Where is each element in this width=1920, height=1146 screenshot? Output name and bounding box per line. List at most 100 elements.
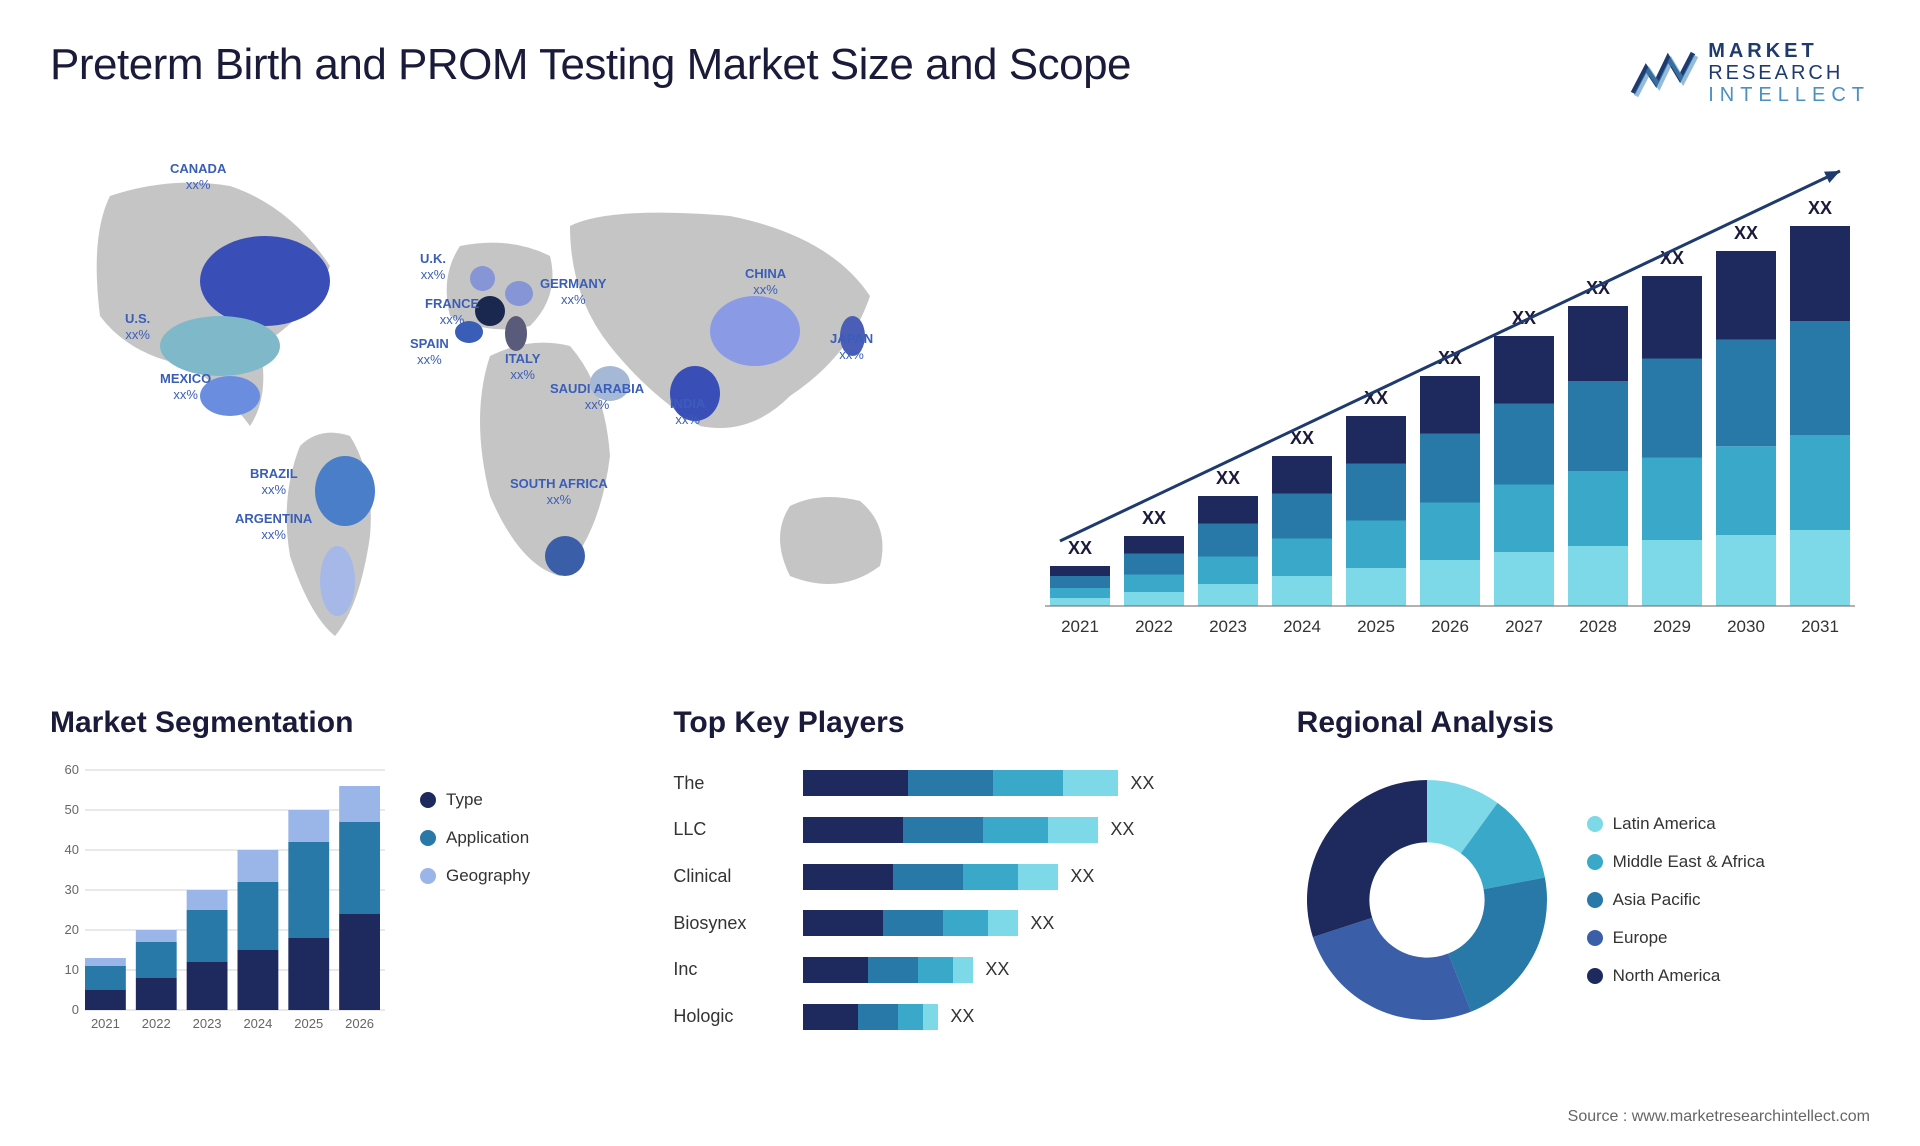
svg-text:2025: 2025	[294, 1016, 323, 1031]
player-bar	[803, 817, 1098, 843]
legend-dot-icon	[420, 868, 436, 884]
map-label-mexico: MEXICOxx%	[160, 371, 211, 402]
logo-text: MARKET RESEARCH INTELLECT	[1708, 40, 1870, 106]
regional-legend-item: North America	[1587, 966, 1765, 986]
header: Preterm Birth and PROM Testing Market Si…	[50, 40, 1870, 106]
svg-text:20: 20	[65, 922, 79, 937]
main-row: CANADAxx%U.S.xx%MEXICOxx%BRAZILxx%ARGENT…	[50, 136, 1870, 656]
segmentation-svg: 0102030405060202120222023202420252026	[50, 760, 390, 1040]
seg-legend-geography: Geography	[420, 866, 530, 886]
players-chart: TheLLCClinicalBiosynexIncHologic XXXXXXX…	[673, 760, 1246, 1040]
growth-chart: XX2021XX2022XX2023XX2024XX2025XX2026XX20…	[1030, 136, 1870, 656]
map-label-u-s-: U.S.xx%	[125, 311, 150, 342]
regional-legend-item: Asia Pacific	[1587, 890, 1765, 910]
player-bars: XX XX XX XX XX XX	[803, 760, 1246, 1040]
regional-title: Regional Analysis	[1297, 706, 1870, 740]
segmentation-legend: Type Application Geography	[420, 760, 530, 1040]
svg-text:2026: 2026	[345, 1016, 374, 1031]
growth-chart-svg: XX2021XX2022XX2023XX2024XX2025XX2026XX20…	[1030, 136, 1870, 656]
regional-legend-item: Europe	[1587, 928, 1765, 948]
player-bar	[803, 770, 1118, 796]
logo-line-1: MARKET	[1708, 40, 1870, 62]
player-value: XX	[1130, 773, 1154, 794]
player-value: XX	[985, 959, 1009, 980]
player-bar	[803, 957, 973, 983]
legend-dot-icon	[1587, 816, 1603, 832]
player-name: Clinical	[673, 866, 783, 887]
svg-text:2027: 2027	[1505, 617, 1543, 636]
legend-dot-icon	[1587, 892, 1603, 908]
player-bar-segment	[803, 910, 883, 936]
logo-icon	[1628, 48, 1698, 98]
player-bar-segment	[803, 817, 903, 843]
svg-text:2026: 2026	[1431, 617, 1469, 636]
player-bar-segment	[903, 817, 983, 843]
player-value: XX	[1070, 866, 1094, 887]
regional-legend: Latin AmericaMiddle East & AfricaAsia Pa…	[1587, 814, 1765, 986]
player-bar-segment	[898, 1004, 923, 1030]
player-bar-segment	[803, 864, 893, 890]
player-row: XX	[803, 864, 1246, 890]
player-bar-segment	[858, 1004, 898, 1030]
regional-chart: Latin AmericaMiddle East & AfricaAsia Pa…	[1297, 760, 1870, 1040]
player-row: XX	[803, 1004, 1246, 1030]
player-row: XX	[803, 910, 1246, 936]
segmentation-title: Market Segmentation	[50, 706, 623, 740]
map-label-france: FRANCExx%	[425, 296, 479, 327]
segmentation-panel: Market Segmentation 01020304050602021202…	[50, 706, 623, 1040]
svg-text:60: 60	[65, 762, 79, 777]
player-bar-segment	[803, 1004, 858, 1030]
legend-dot-icon	[1587, 968, 1603, 984]
legend-dot-icon	[420, 830, 436, 846]
player-bar-segment	[918, 957, 953, 983]
player-value: XX	[1030, 913, 1054, 934]
svg-text:XX: XX	[1068, 538, 1092, 558]
page-title: Preterm Birth and PROM Testing Market Si…	[50, 40, 1131, 90]
legend-dot-icon	[420, 792, 436, 808]
player-name: Hologic	[673, 1006, 783, 1027]
regional-legend-item: Middle East & Africa	[1587, 852, 1765, 872]
player-bar-segment	[893, 864, 963, 890]
svg-text:50: 50	[65, 802, 79, 817]
svg-text:2028: 2028	[1579, 617, 1617, 636]
svg-text:XX: XX	[1734, 223, 1758, 243]
source-text: Source : www.marketresearchintellect.com	[1568, 1108, 1870, 1126]
player-bar-segment	[988, 910, 1018, 936]
seg-legend-application: Application	[420, 828, 530, 848]
map-label-germany: GERMANYxx%	[540, 276, 606, 307]
player-name: Biosynex	[673, 913, 783, 934]
player-bar-segment	[1018, 864, 1058, 890]
svg-text:2030: 2030	[1727, 617, 1765, 636]
svg-text:2021: 2021	[91, 1016, 120, 1031]
svg-text:2023: 2023	[1209, 617, 1247, 636]
map-label-china: CHINAxx%	[745, 266, 786, 297]
world-map-section: CANADAxx%U.S.xx%MEXICOxx%BRAZILxx%ARGENT…	[50, 136, 970, 656]
legend-dot-icon	[1587, 854, 1603, 870]
player-bar-segment	[908, 770, 993, 796]
map-label-saudi-arabia: SAUDI ARABIAxx%	[550, 381, 644, 412]
map-label-south-africa: SOUTH AFRICAxx%	[510, 476, 608, 507]
logo-line-2: RESEARCH	[1708, 62, 1870, 84]
player-row: XX	[803, 817, 1246, 843]
map-label-italy: ITALYxx%	[505, 351, 540, 382]
player-bar-segment	[963, 864, 1018, 890]
player-bar-segment	[1048, 817, 1098, 843]
svg-text:2029: 2029	[1653, 617, 1691, 636]
seg-legend-type: Type	[420, 790, 530, 810]
players-title: Top Key Players	[673, 706, 1246, 740]
svg-text:XX: XX	[1142, 508, 1166, 528]
segmentation-chart: 0102030405060202120222023202420252026 Ty…	[50, 760, 623, 1040]
player-bar-segment	[993, 770, 1063, 796]
svg-text:2022: 2022	[1135, 617, 1173, 636]
players-panel: Top Key Players TheLLCClinicalBiosynexIn…	[673, 706, 1246, 1040]
player-bar-segment	[803, 770, 908, 796]
svg-text:10: 10	[65, 962, 79, 977]
svg-text:2031: 2031	[1801, 617, 1839, 636]
player-bar	[803, 910, 1018, 936]
svg-text:40: 40	[65, 842, 79, 857]
player-bar-segment	[943, 910, 988, 936]
map-label-u-k-: U.K.xx%	[420, 251, 446, 282]
player-value: XX	[1110, 819, 1134, 840]
logo: MARKET RESEARCH INTELLECT	[1628, 40, 1870, 106]
player-bar-segment	[803, 957, 868, 983]
